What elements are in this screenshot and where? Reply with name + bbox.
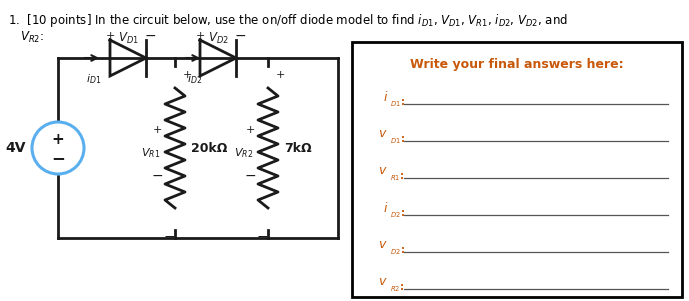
Text: $V_{R2}$:: $V_{R2}$: xyxy=(20,30,44,45)
Text: −: − xyxy=(256,230,268,244)
Text: $_{R2}$:: $_{R2}$: xyxy=(390,282,404,294)
Text: +: + xyxy=(152,125,162,135)
Text: 1.  [10 points] In the circuit below, use the on/off diode model to find $i_{D1}: 1. [10 points] In the circuit below, use… xyxy=(8,12,568,29)
Text: −: − xyxy=(151,169,163,183)
Text: +: + xyxy=(245,125,255,135)
Text: $v$: $v$ xyxy=(378,275,388,288)
Text: $_{D2}$:: $_{D2}$: xyxy=(390,208,405,220)
Text: 4V: 4V xyxy=(6,141,26,155)
Text: −: − xyxy=(51,149,65,167)
Text: $v$: $v$ xyxy=(378,238,388,251)
Text: $v$: $v$ xyxy=(378,164,388,177)
Text: 20kΩ: 20kΩ xyxy=(191,141,227,154)
Circle shape xyxy=(32,122,84,174)
Text: $V_{R2}$: $V_{R2}$ xyxy=(234,146,254,160)
Text: $_{D2}$:: $_{D2}$: xyxy=(390,245,405,257)
Text: −: − xyxy=(144,29,156,43)
Text: −: − xyxy=(163,230,175,244)
Text: $i_{D2}$: $i_{D2}$ xyxy=(187,72,203,86)
Text: $_{R1}$:: $_{R1}$: xyxy=(390,171,404,183)
Text: $v$: $v$ xyxy=(378,127,388,140)
Text: $V_{D2}$: $V_{D2}$ xyxy=(207,30,229,45)
Text: +: + xyxy=(195,31,205,41)
Text: $i$: $i$ xyxy=(382,90,388,104)
Text: −: − xyxy=(234,29,246,43)
Text: +: + xyxy=(105,31,114,41)
Text: $i$: $i$ xyxy=(382,201,388,215)
Text: $V_{R1}$: $V_{R1}$ xyxy=(141,146,161,160)
Bar xyxy=(352,42,682,297)
Text: +: + xyxy=(52,132,64,147)
Text: Write your final answers here:: Write your final answers here: xyxy=(410,58,624,71)
Text: $i_{D1}$: $i_{D1}$ xyxy=(86,72,101,86)
Text: +: + xyxy=(183,70,192,80)
Text: −: − xyxy=(244,169,256,183)
Text: 7kΩ: 7kΩ xyxy=(284,141,311,154)
Text: +: + xyxy=(276,70,285,80)
Text: $V_{D1}$: $V_{D1}$ xyxy=(118,30,138,45)
Text: $_{D1}$:: $_{D1}$: xyxy=(390,97,405,109)
Text: $_{D1}$:: $_{D1}$: xyxy=(390,134,405,146)
